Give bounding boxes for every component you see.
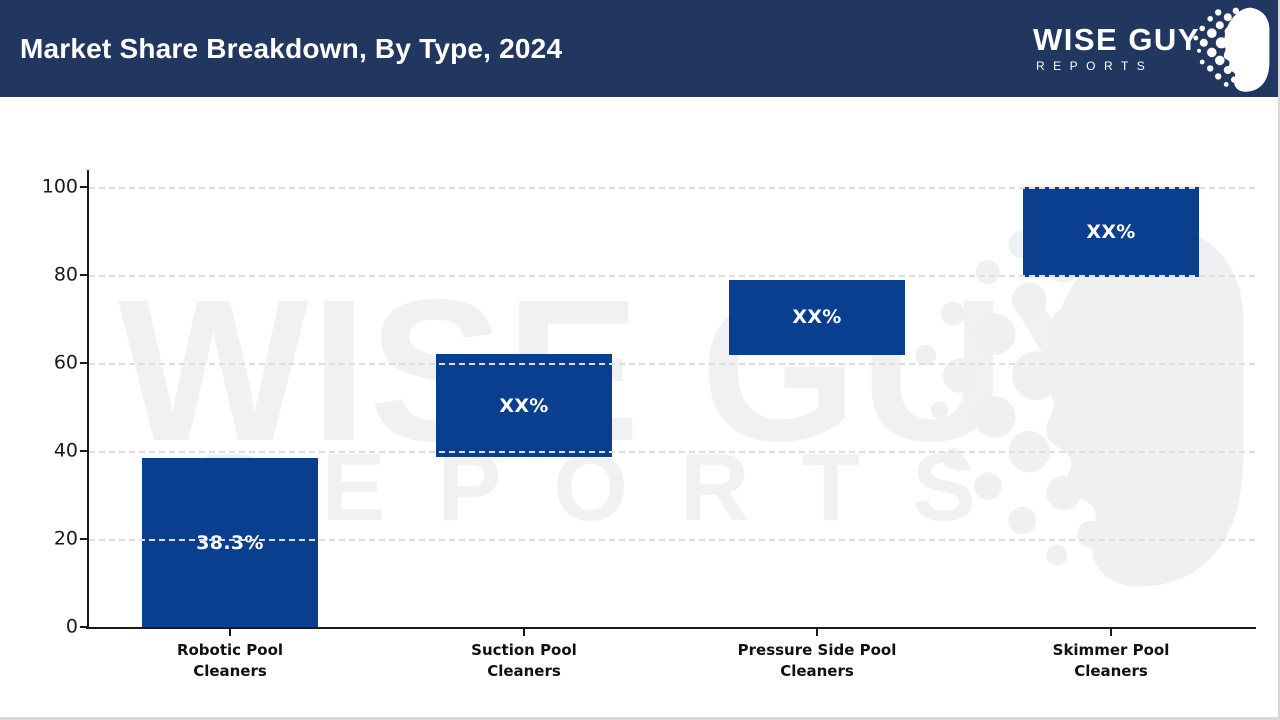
y-tick-mark bbox=[80, 362, 88, 364]
bar-robotic-pool-cleaners: 38.3% bbox=[142, 458, 318, 627]
bar-value-label: XX% bbox=[499, 394, 549, 417]
brand-face-icon bbox=[1193, 7, 1270, 92]
x-category-label: Skimmer Pool Cleaners bbox=[1052, 641, 1170, 680]
y-tick-label-40: 40 bbox=[53, 439, 78, 462]
gridline-20 bbox=[89, 539, 1255, 541]
y-tick-mark bbox=[80, 186, 88, 188]
page-title: Market Share Breakdown, By Type, 2024 bbox=[20, 32, 563, 64]
y-tick-label-0: 0 bbox=[65, 615, 78, 638]
brand-subtitle: REPORTS bbox=[1035, 59, 1154, 73]
header-bar: Market Share Breakdown, By Type, 2024 WI… bbox=[0, 0, 1278, 97]
gridline-100 bbox=[89, 187, 1255, 189]
x-tick-mark bbox=[523, 629, 525, 636]
x-tick-mark bbox=[816, 629, 818, 636]
bar-skimmer-pool-cleaners: XX% bbox=[1023, 187, 1199, 278]
y-tick-label-80: 80 bbox=[53, 263, 78, 286]
gridline-60 bbox=[89, 363, 1255, 365]
x-tick-mark bbox=[229, 629, 231, 636]
y-tick-label-20: 20 bbox=[53, 527, 78, 550]
bar-value-label: 38.3% bbox=[196, 531, 264, 554]
gridline-40 bbox=[89, 451, 1255, 453]
brand-name: WISE GUY bbox=[1032, 22, 1200, 57]
x-category-label: Suction Pool Cleaners bbox=[471, 641, 577, 680]
y-tick-mark bbox=[80, 274, 88, 276]
y-tick-label-100: 100 bbox=[41, 175, 78, 198]
x-tick-mark bbox=[1110, 629, 1112, 636]
bar-value-label: XX% bbox=[1086, 221, 1136, 244]
bar-suction-pool-cleaners: XX% bbox=[436, 354, 612, 458]
y-tick-mark bbox=[80, 538, 88, 540]
y-axis-line bbox=[87, 170, 89, 629]
y-tick-mark bbox=[80, 450, 88, 452]
x-category-label: Pressure Side Pool Cleaners bbox=[737, 641, 897, 680]
y-tick-label-60: 60 bbox=[53, 351, 78, 374]
bar-pressure-side-pool-cleaners: XX% bbox=[729, 279, 905, 356]
x-category-label: Robotic Pool Cleaners bbox=[176, 641, 284, 680]
x-axis-line bbox=[86, 627, 1256, 629]
brand-logo: WISE GUY REPORTS bbox=[1033, 4, 1278, 94]
bar-value-label: XX% bbox=[792, 306, 842, 329]
y-tick-mark bbox=[80, 626, 88, 628]
brand-text: WISE GUY REPORTS bbox=[1033, 24, 1200, 73]
gridline-80 bbox=[89, 275, 1255, 277]
